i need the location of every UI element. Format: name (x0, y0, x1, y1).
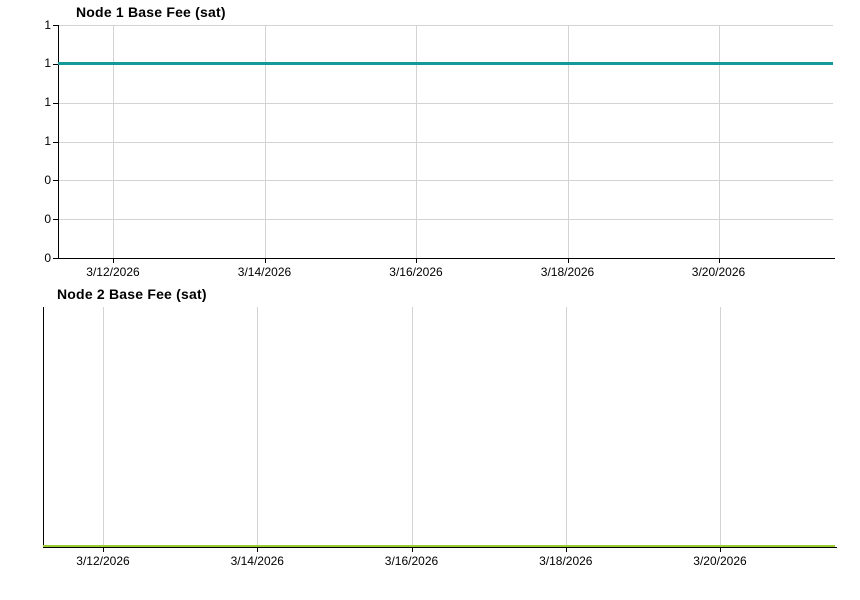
x-axis-tick-label: 3/20/2026 (693, 554, 747, 568)
y-axis-tick-label: 0 (44, 172, 51, 187)
x-axis-tick (718, 258, 720, 263)
horizontal-gridline (58, 25, 833, 26)
y-axis-tick-label: 0 (44, 211, 51, 226)
horizontal-gridline (58, 141, 833, 143)
vertical-gridline (411, 307, 413, 547)
x-axis-line (58, 258, 835, 259)
x-axis-tick-label: 3/18/2026 (540, 265, 595, 279)
node1-chart-title: Node 1 Base Fee (sat) (76, 4, 226, 20)
y-axis-tick (53, 63, 58, 65)
y-axis-tick-label: 1 (44, 134, 51, 148)
x-axis-tick (103, 547, 104, 552)
y-axis-line (43, 307, 44, 547)
y-axis-tick-label: 1 (44, 56, 51, 71)
x-axis-tick (411, 547, 413, 552)
y-axis-tick (53, 258, 58, 259)
x-axis-tick (257, 547, 259, 552)
x-axis-tick-label: 3/12/2026 (76, 554, 130, 568)
x-axis-tick (264, 258, 266, 263)
y-axis-tick (53, 219, 58, 221)
x-axis-tick-label: 3/20/2026 (691, 265, 746, 279)
series-line-node1 (58, 62, 833, 66)
y-axis-tick (53, 141, 58, 143)
horizontal-gridline (58, 180, 833, 182)
vertical-gridline (257, 307, 259, 547)
horizontal-gridline (58, 219, 833, 221)
horizontal-gridline (58, 102, 833, 104)
y-axis-line (58, 25, 59, 258)
x-axis-tick (567, 258, 569, 263)
y-axis-tick-label: 1 (44, 95, 51, 110)
x-axis-tick-label: 3/14/2026 (237, 265, 292, 279)
y-axis-tick (53, 180, 58, 182)
x-axis-tick (565, 547, 567, 552)
vertical-gridline (720, 307, 721, 547)
node2-chart-title: Node 2 Base Fee (sat) (57, 286, 207, 302)
x-axis-tick (720, 547, 721, 552)
x-axis-tick (113, 258, 114, 263)
vertical-gridline (103, 307, 104, 547)
y-axis-tick (53, 25, 58, 26)
vertical-gridline (565, 307, 567, 547)
y-axis-tick-label: 0 (44, 250, 51, 265)
x-axis-tick-label: 3/12/2026 (86, 265, 140, 279)
x-axis-tick (416, 258, 417, 263)
x-axis-tick-label: 3/18/2026 (539, 554, 593, 568)
series-line-node2 (43, 545, 835, 547)
y-axis-tick-label: 1 (44, 17, 51, 32)
x-axis-line (43, 547, 837, 548)
y-axis-tick (53, 102, 58, 104)
x-axis-tick-label: 3/16/2026 (389, 265, 443, 279)
x-axis-tick-label: 3/16/2026 (384, 554, 439, 568)
x-axis-tick-label: 3/14/2026 (230, 554, 284, 568)
